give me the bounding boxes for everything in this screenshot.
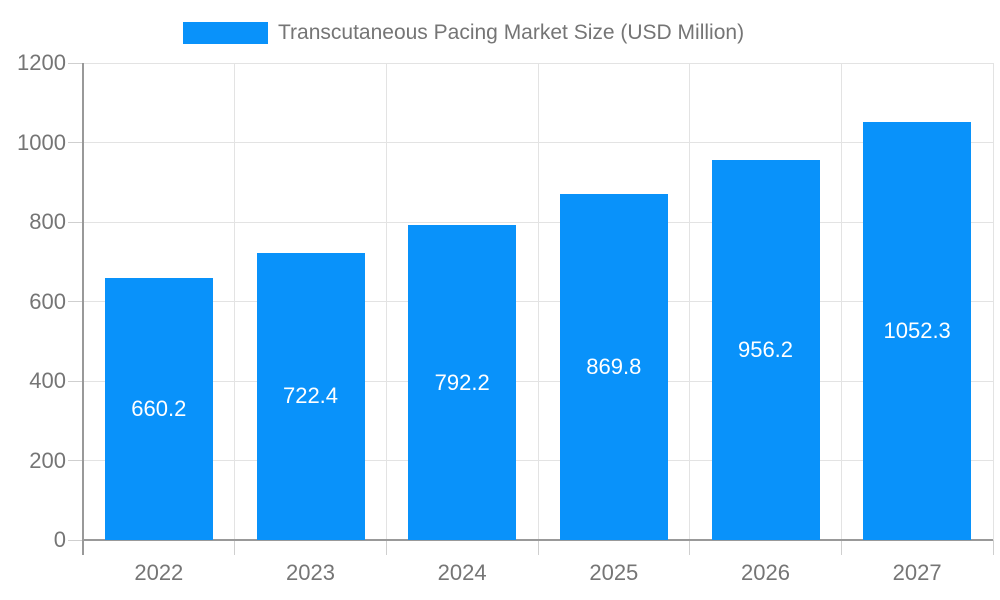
y-axis-label: 0 <box>53 527 66 552</box>
bar-value-label: 956.2 <box>737 336 794 362</box>
y-axis-label: 1200 <box>17 50 66 75</box>
y-axis-tick <box>68 221 83 223</box>
bar-2027[interactable]: 1052.3 <box>863 121 972 540</box>
y-axis-label: 400 <box>29 368 66 393</box>
x-gridline <box>689 63 691 540</box>
x-axis-label-2026: 2026 <box>741 560 790 585</box>
x-axis-tick <box>689 540 691 555</box>
y-axis-tick <box>68 142 83 143</box>
x-axis-label-2025: 2025 <box>589 560 639 585</box>
x-axis-line <box>83 539 993 541</box>
x-axis-label-2023: 2023 <box>286 560 335 585</box>
x-gridline <box>992 63 994 540</box>
y-axis-tick <box>68 62 83 64</box>
x-axis-tick <box>234 540 236 555</box>
y-axis-tick <box>68 380 83 382</box>
bar-2023[interactable]: 722.4 <box>256 252 365 540</box>
y-axis-label: 800 <box>29 209 66 234</box>
x-gridline <box>537 63 539 540</box>
y-axis-label: 200 <box>29 447 66 473</box>
x-axis-label-2027: 2027 <box>892 560 942 585</box>
bar-2025[interactable]: 869.8 <box>559 194 668 540</box>
bar-2024[interactable]: 792.2 <box>408 225 517 540</box>
y-axis-label: 600 <box>29 288 66 314</box>
x-axis-tick <box>385 540 387 555</box>
y-axis-tick <box>68 539 83 541</box>
y-axis-tick <box>68 460 83 461</box>
bar-value-label: 1052.3 <box>883 317 951 343</box>
bar-value-label: 869.8 <box>586 354 642 380</box>
x-axis-tick <box>840 540 842 555</box>
x-axis-label-2022: 2022 <box>134 560 184 585</box>
bar-value-label: 792.2 <box>434 369 490 395</box>
bar-2022[interactable]: 660.2 <box>104 277 213 540</box>
x-axis-tick <box>992 540 994 555</box>
x-axis-label-2024: 2024 <box>437 560 487 585</box>
x-gridline <box>234 63 236 540</box>
legend-label: Transcutaneous Pacing Market Size (USD M… <box>278 21 745 44</box>
y-axis-line <box>82 63 84 555</box>
legend[interactable]: Transcutaneous Pacing Market Size (USD M… <box>183 21 744 45</box>
legend-swatch-icon <box>183 22 268 44</box>
x-gridline <box>385 63 387 540</box>
bar-2026[interactable]: 956.2 <box>711 159 820 540</box>
bar-value-label: 660.2 <box>131 395 187 421</box>
y-axis-label: 1000 <box>17 129 66 155</box>
bar-value-label: 722.4 <box>282 383 339 409</box>
y-axis-tick <box>68 301 83 302</box>
x-axis-tick <box>537 540 539 555</box>
x-gridline <box>840 63 842 540</box>
